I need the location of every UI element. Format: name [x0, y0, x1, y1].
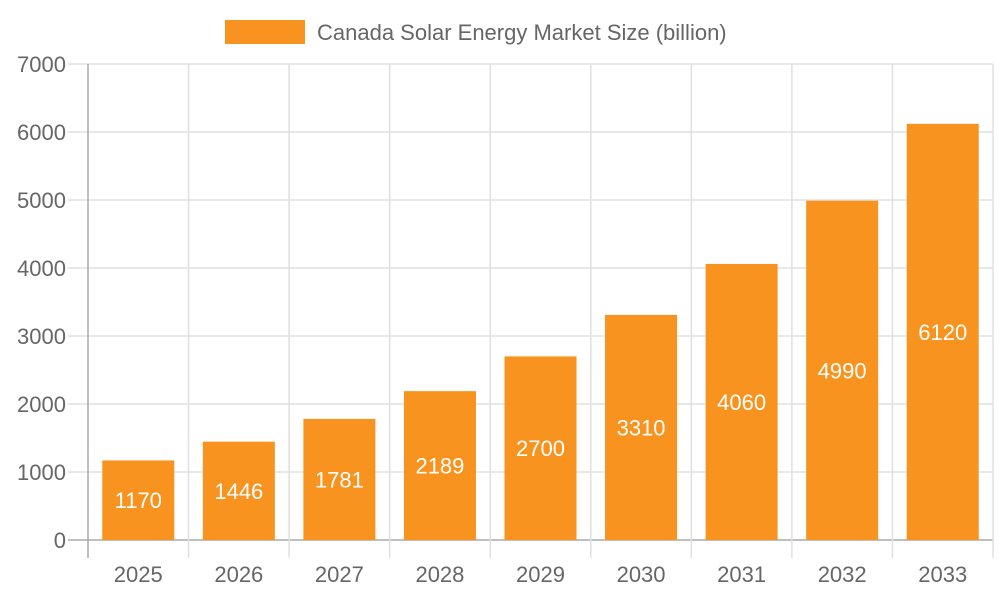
data-label: 2700 [516, 436, 565, 461]
legend[interactable]: Canada Solar Energy Market Size (billion… [225, 20, 727, 45]
y-tick-label: 2000 [17, 392, 66, 417]
y-tick-label: 5000 [17, 188, 66, 213]
legend-label: Canada Solar Energy Market Size (billion… [317, 20, 727, 45]
x-axis: 2025 2026 2027 2028 2029 2030 2031 2032 2033 [114, 562, 967, 587]
legend-swatch [225, 20, 305, 44]
bar [806, 200, 879, 540]
data-label: 2189 [415, 454, 464, 479]
bar [303, 418, 376, 540]
y-tick-label: 7000 [17, 52, 66, 77]
data-label: 1446 [214, 479, 263, 504]
x-tick-label: 2030 [617, 562, 666, 587]
x-tick-label: 2025 [114, 562, 163, 587]
data-label: 4060 [717, 390, 766, 415]
data-label: 6120 [918, 320, 967, 345]
data-label: 3310 [617, 415, 666, 440]
x-tick-label: 2026 [214, 562, 263, 587]
x-tick-label: 2029 [516, 562, 565, 587]
bar [504, 356, 577, 540]
bar [705, 263, 778, 540]
data-label: 1781 [315, 467, 364, 492]
y-tick-label: 3000 [17, 324, 66, 349]
bar [403, 391, 476, 540]
bar [202, 441, 275, 540]
bar [605, 314, 678, 540]
data-label: 1170 [115, 488, 162, 513]
x-tick-label: 2033 [918, 562, 967, 587]
x-tick-label: 2028 [415, 562, 464, 587]
y-tick-label: 6000 [17, 120, 66, 145]
x-tick-label: 2027 [315, 562, 364, 587]
y-axis: 0 1000 2000 3000 4000 5000 6000 7000 [17, 52, 66, 553]
bars: 1170 1446 1781 2189 2700 3310 4060 4990 6120 [102, 123, 979, 540]
x-tick-label: 2032 [818, 562, 867, 587]
y-tick-label: 0 [54, 528, 66, 553]
data-label: 4990 [818, 358, 867, 383]
bar [906, 123, 979, 540]
bar [102, 460, 175, 540]
y-tick-label: 1000 [17, 460, 66, 485]
x-tick-label: 2031 [717, 562, 766, 587]
y-tick-label: 4000 [17, 256, 66, 281]
grid [68, 63, 994, 558]
